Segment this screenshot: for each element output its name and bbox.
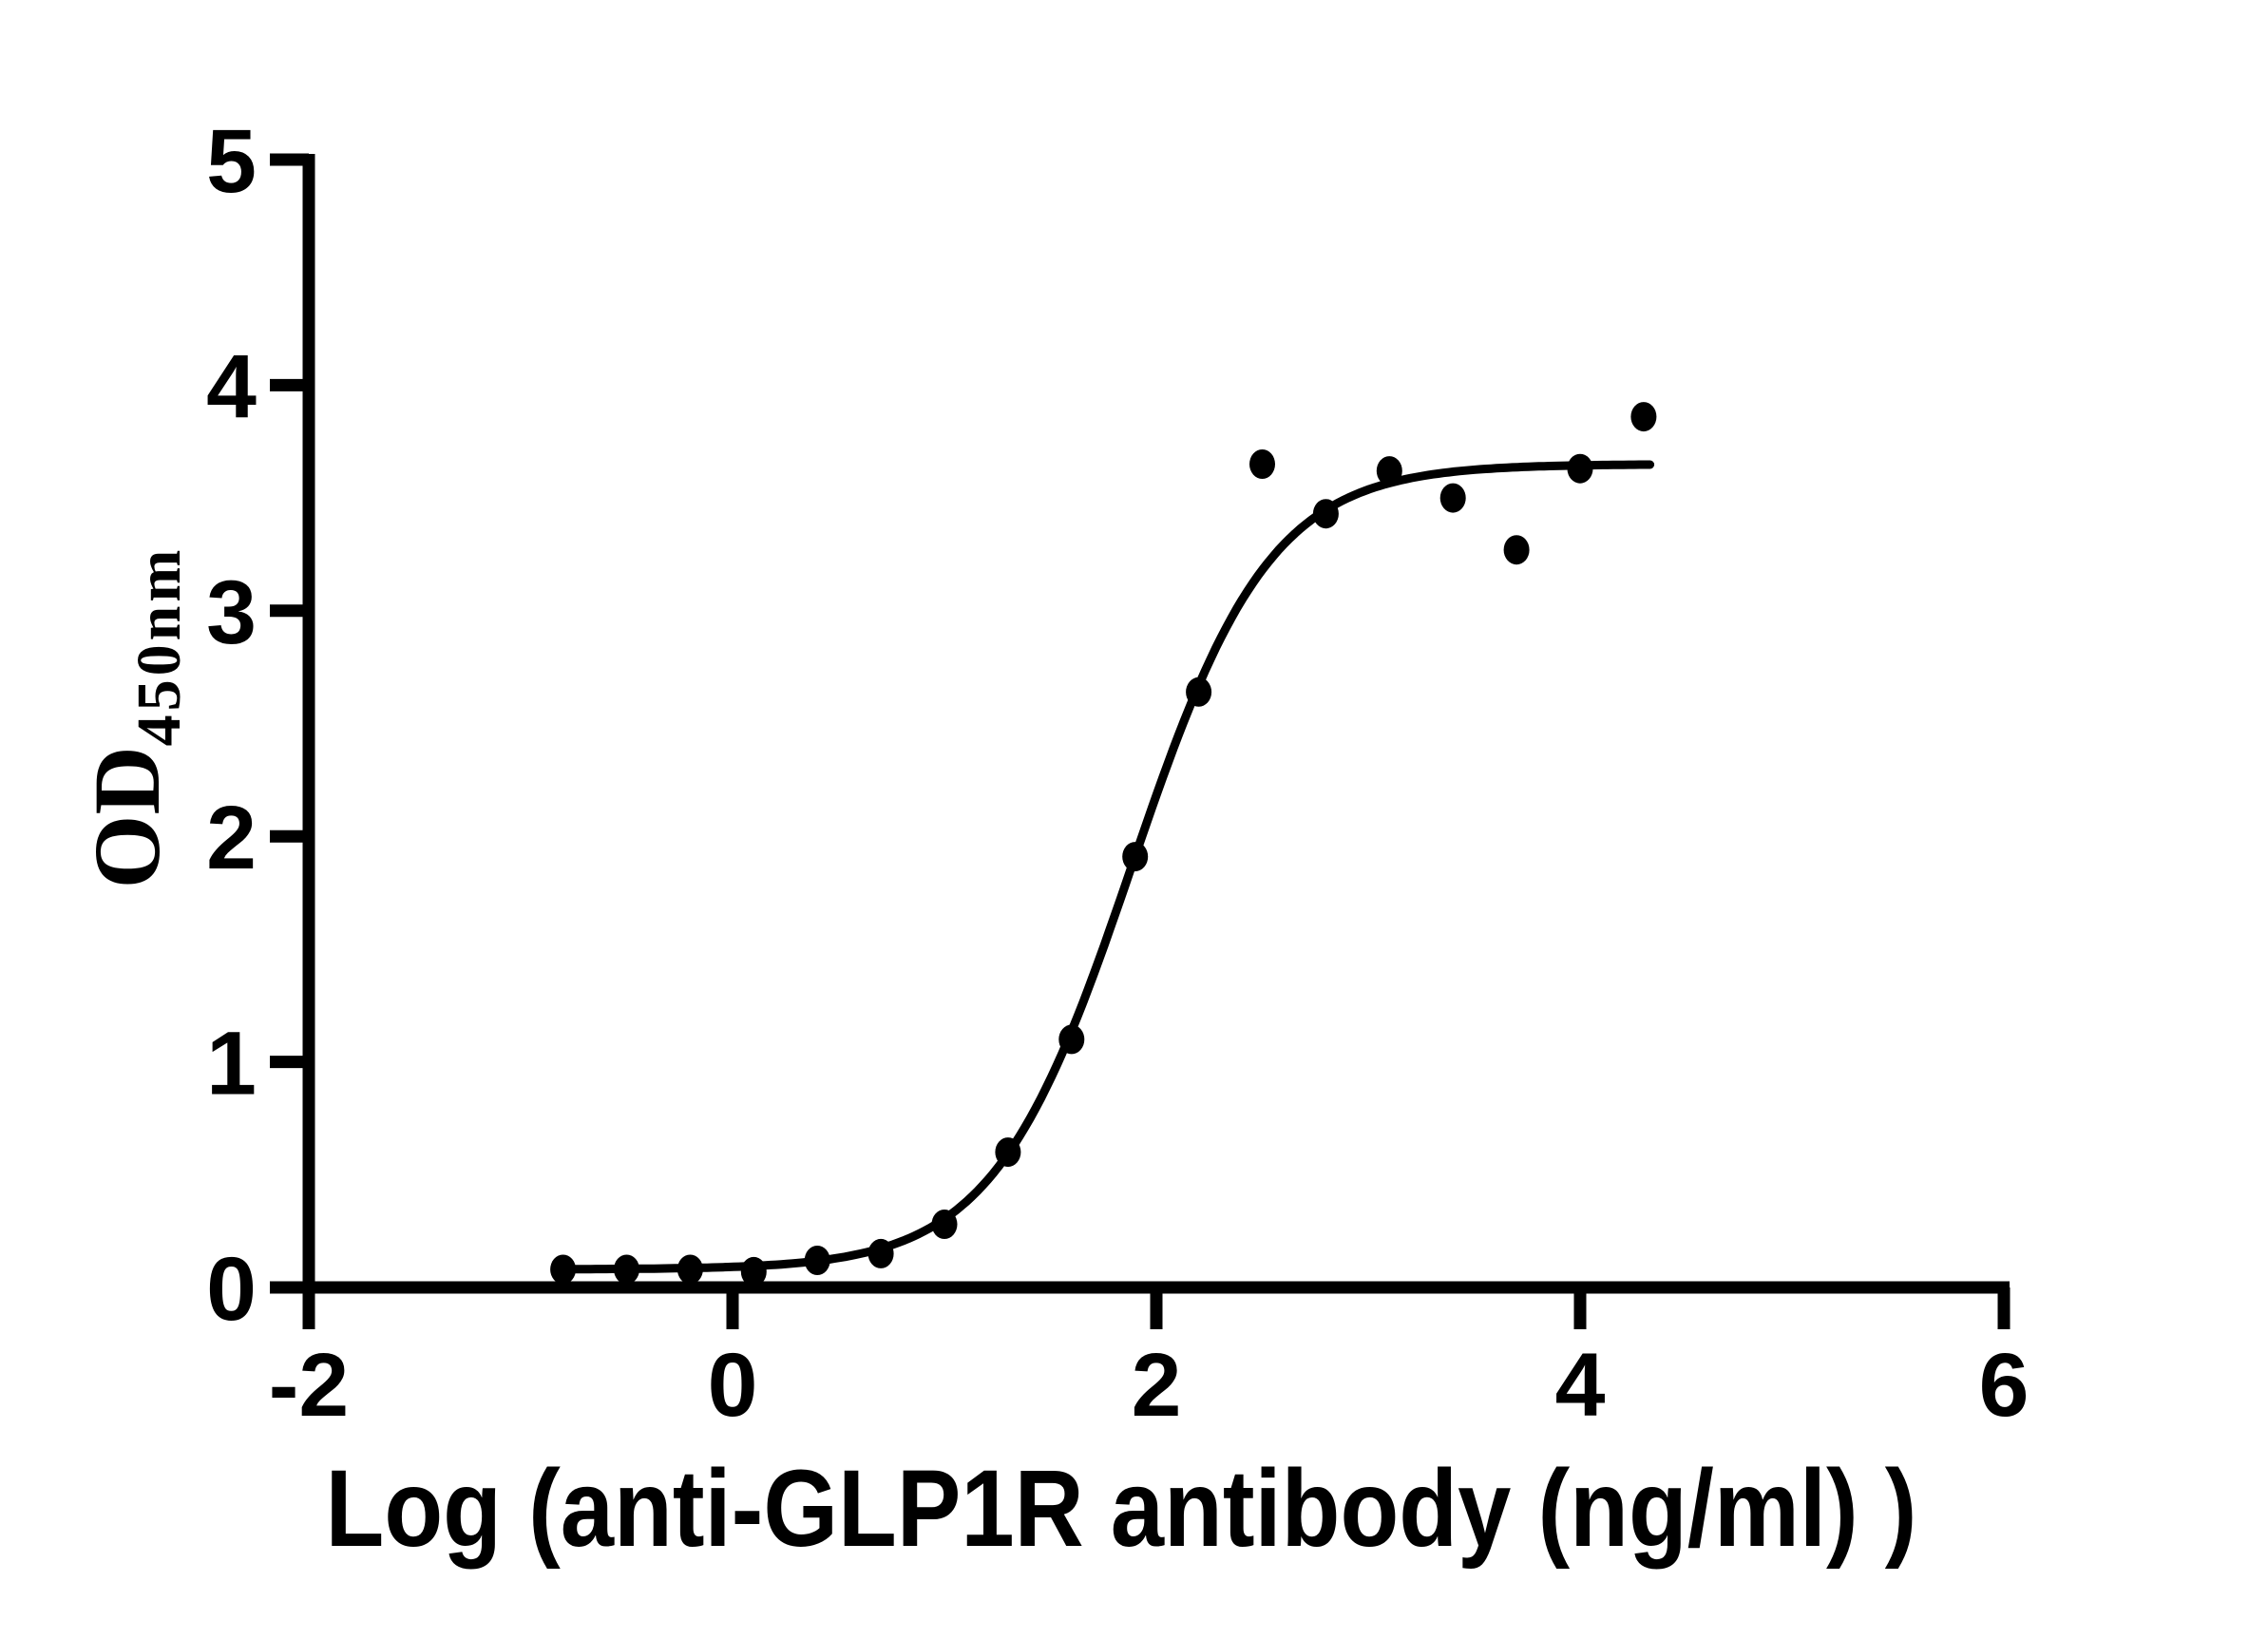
data-point xyxy=(677,1254,703,1285)
data-point xyxy=(614,1254,639,1285)
data-point xyxy=(1312,499,1339,529)
data-point xyxy=(931,1210,958,1239)
data-point xyxy=(1249,449,1275,479)
x-tick-label: 0 xyxy=(708,1335,758,1436)
y-tick-label: 4 xyxy=(206,336,257,437)
data-point xyxy=(1376,456,1402,486)
x-tick-label: -2 xyxy=(269,1335,349,1436)
y-axis-title-main: OD xyxy=(74,746,180,888)
data-point xyxy=(740,1256,767,1286)
data-point xyxy=(1439,483,1466,513)
data-point xyxy=(1058,1024,1085,1055)
y-tick-label: 3 xyxy=(206,562,257,663)
y-tick-label: 5 xyxy=(206,111,257,212)
y-axis-title-subscript: 450nm xyxy=(124,546,194,747)
y-tick-label: 1 xyxy=(206,1014,257,1115)
fit-curve xyxy=(554,460,1655,1274)
x-axis-title: Log (anti-GLP1R antibody (ng/ml) ) xyxy=(326,1447,1917,1569)
y-axis-title: OD450nm xyxy=(74,546,194,889)
data-point xyxy=(804,1246,830,1275)
data-point xyxy=(550,1254,577,1285)
x-tick-label: 4 xyxy=(1555,1335,1606,1436)
y-tick-label: 0 xyxy=(206,1239,257,1340)
data-point xyxy=(1503,535,1530,565)
data-point xyxy=(995,1137,1021,1168)
data-point xyxy=(1567,453,1593,484)
y-tick-label: 2 xyxy=(206,788,257,888)
data-point xyxy=(1630,402,1657,432)
data-point xyxy=(1122,842,1149,872)
data-point xyxy=(1186,677,1212,707)
data-point xyxy=(867,1238,894,1268)
x-tick-label: 6 xyxy=(1979,1335,2030,1436)
x-tick-label: 2 xyxy=(1132,1335,1182,1436)
